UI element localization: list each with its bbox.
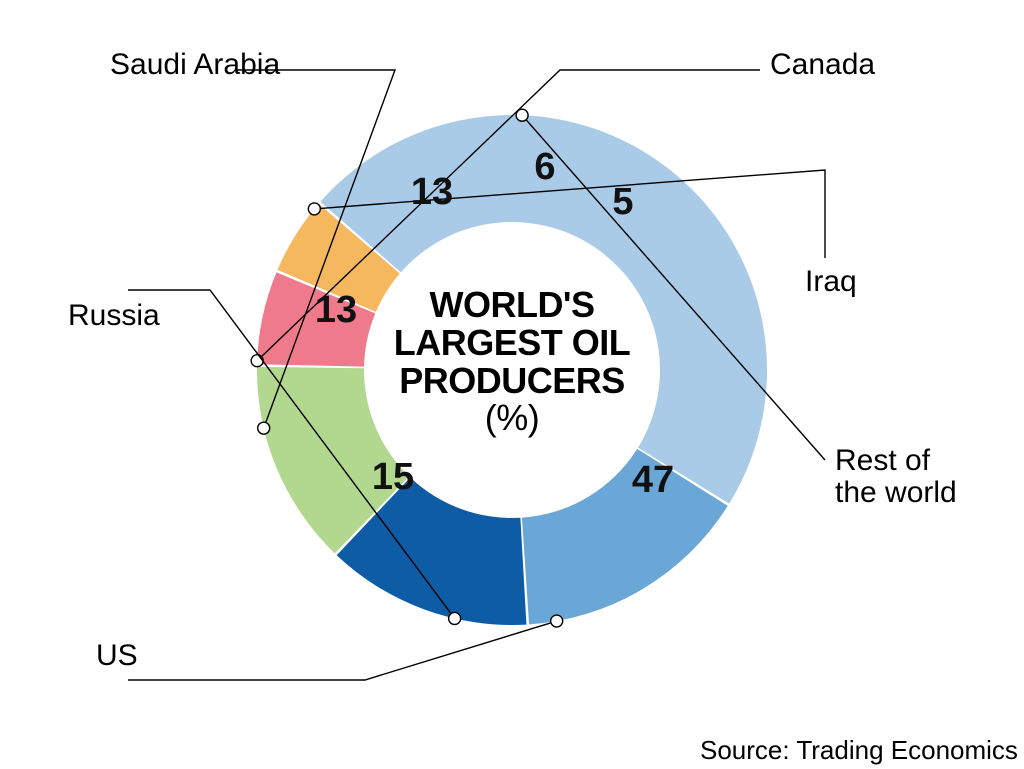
segment-value: 6 — [505, 146, 585, 189]
segment-value: 5 — [583, 181, 663, 224]
chart-source: Source: Trading Economics — [700, 735, 1018, 766]
segment-label: Canada — [770, 49, 875, 81]
segment-label: Rest ofthe world — [835, 445, 957, 508]
leader-dot — [251, 355, 263, 367]
chart-stage: WORLD'S LARGEST OIL PRODUCERS (%) Source… — [0, 0, 1024, 769]
leader-dot — [258, 422, 270, 434]
title-unit: (%) — [485, 397, 540, 438]
leader-dot — [449, 612, 461, 624]
segment-value: 15 — [353, 456, 433, 499]
leader-line — [128, 621, 557, 680]
segment-value: 47 — [613, 459, 693, 502]
chart-center-title: WORLD'S LARGEST OIL PRODUCERS (%) — [369, 286, 655, 437]
segment-value: 13 — [392, 171, 472, 214]
segment-label: US — [96, 640, 138, 672]
title-line-2: LARGEST OIL — [394, 322, 631, 363]
leader-dot — [551, 615, 563, 627]
segment-value: 13 — [296, 289, 376, 332]
leader-dot — [516, 109, 528, 121]
title-line-1: WORLD'S — [429, 284, 594, 325]
segment-label: Iraq — [805, 266, 857, 298]
segment-label: Russia — [68, 300, 160, 332]
segment-label: Saudi Arabia — [110, 49, 280, 81]
title-line-3: PRODUCERS — [399, 360, 625, 401]
leader-dot — [308, 203, 320, 215]
source-text: Source: Trading Economics — [700, 735, 1018, 765]
